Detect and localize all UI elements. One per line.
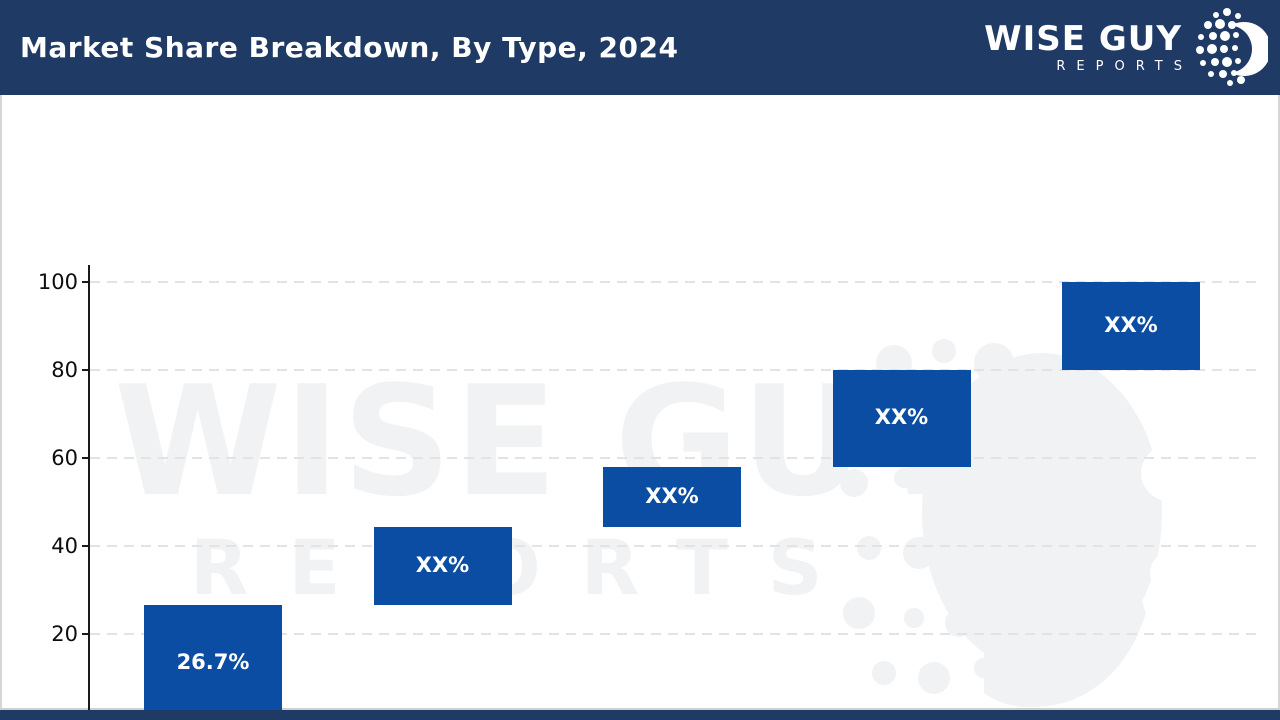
watermark-head-graphic — [840, 339, 1174, 708]
y-tick-label: 80 — [51, 358, 78, 382]
gridline-100 — [90, 281, 1258, 283]
logo-head-icon — [1196, 7, 1268, 86]
logo-subtext: REPORTS — [1056, 59, 1193, 74]
logo-wordmark: WISE GUY — [984, 19, 1182, 59]
footer-bar — [0, 710, 1280, 720]
bar-value-label: 26.7% — [176, 650, 250, 675]
y-tick-mark — [82, 457, 89, 459]
gridline-80 — [90, 369, 1258, 371]
y-tick-mark — [82, 633, 89, 635]
y-tick-label: 60 — [51, 446, 78, 470]
bar-continuous-ship-unloader: XX% — [1062, 282, 1200, 370]
y-tick-label: 100 — [37, 270, 78, 294]
y-axis — [88, 265, 90, 720]
y-tick-label: 40 — [51, 534, 78, 558]
y-tick-mark — [82, 369, 89, 371]
bar-value-label: XX% — [645, 483, 699, 508]
header: Market Share Breakdown, By Type, 2024 WI… — [0, 0, 1280, 95]
plot-region: 02040608010026.7%Mechanical Ship Unloade… — [2, 95, 1280, 720]
bar-value-label: XX% — [415, 552, 470, 577]
gridline-40 — [90, 545, 1258, 547]
brand-logo-text: WISE GUY REPORTS — [984, 21, 1182, 74]
gridline-60 — [90, 457, 1258, 459]
bar-value-label: XX% — [1104, 313, 1158, 337]
bar-grab-ship-unloader: XX% — [832, 370, 971, 467]
brand-logo: WISE GUY REPORTS — [984, 0, 1268, 95]
bar-value-label: XX% — [874, 405, 929, 430]
y-tick-mark — [82, 545, 89, 547]
bar-hydraulic-ship-unloader: XX% — [373, 526, 512, 605]
page-title: Market Share Breakdown, By Type, 2024 — [20, 31, 679, 64]
bar-mechanical-ship-unloader: 26.7% — [144, 604, 282, 720]
y-tick-label: 20 — [51, 622, 78, 646]
chart-canvas: WISE GUY REPORTS 02040608010026.7%Mechan… — [0, 95, 1280, 720]
y-tick-mark — [82, 281, 89, 283]
gridline-20 — [90, 633, 1258, 635]
bar-pneumatic-ship-unloader: XX% — [603, 466, 741, 527]
